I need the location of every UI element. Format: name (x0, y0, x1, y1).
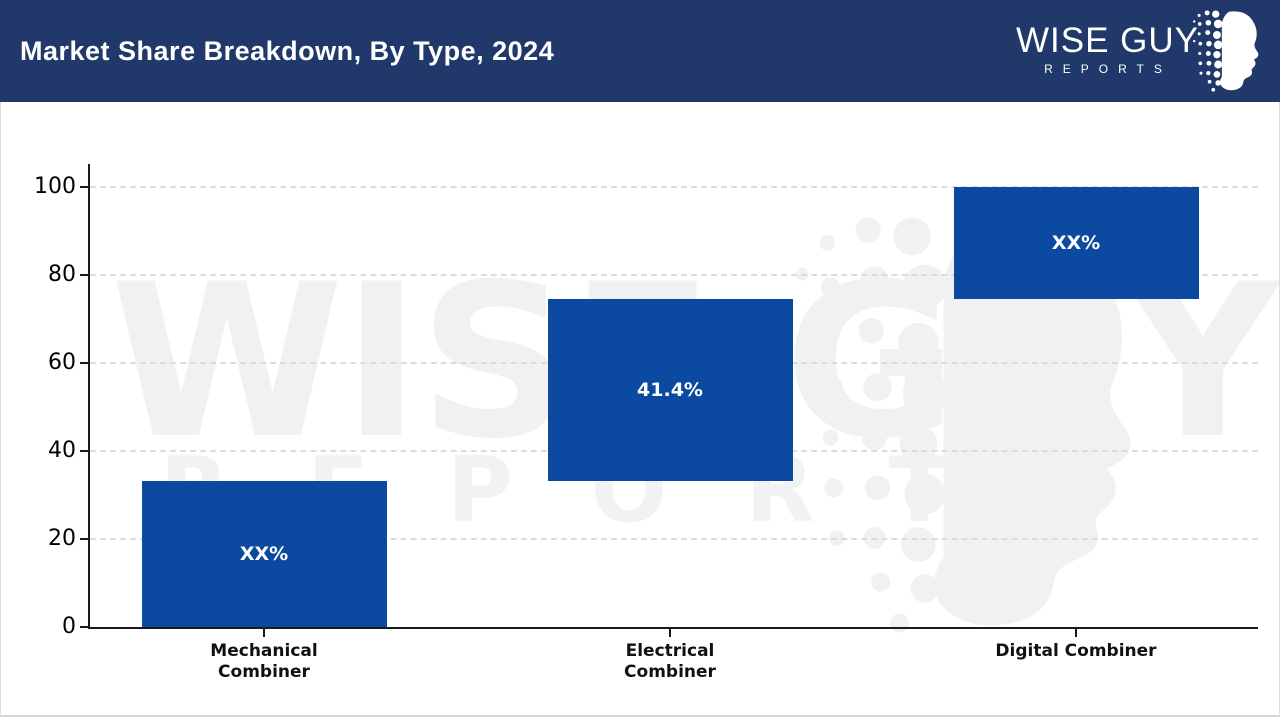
bar-value-label-mechanical-combiner: XX% (239, 542, 289, 565)
bar-mechanical-combiner: XX% (141, 480, 387, 627)
x-category-label-electrical-combiner: Electrical Combiner (510, 641, 830, 683)
y-tick-mark-60 (80, 362, 89, 364)
wiseguy-face-icon (1190, 8, 1266, 94)
y-tick-mark-100 (80, 186, 89, 188)
y-tick-mark-80 (80, 274, 89, 276)
y-tick-label-100: 100 (34, 174, 76, 199)
x-category-label-line: Digital Combiner (995, 641, 1157, 661)
gridline-20 (90, 538, 1258, 540)
bar-electrical-combiner: 41.4% (547, 298, 793, 481)
header-bar: Market Share Breakdown, By Type, 2024 WI… (0, 0, 1280, 102)
x-axis-line (88, 627, 1258, 629)
figure-left-border (0, 102, 1, 716)
logo-subtext: REPORTS (1044, 62, 1172, 76)
y-tick-mark-20 (80, 538, 89, 540)
x-category-label-line: Combiner (218, 662, 310, 682)
chart-title: Market Share Breakdown, By Type, 2024 (20, 35, 555, 66)
y-tick-label-20: 20 (48, 526, 76, 551)
logo-wordmark: WISE GUY (1016, 21, 1200, 60)
bar-value-label-electrical-combiner: 41.4% (637, 378, 703, 401)
x-category-label-mechanical-combiner: Mechanical Combiner (104, 641, 424, 683)
y-tick-label-0: 0 (62, 614, 76, 639)
y-axis-line (88, 164, 90, 629)
y-tick-mark-0 (80, 626, 89, 628)
y-tick-mark-40 (80, 450, 89, 452)
x-category-label-line: Electrical (625, 641, 715, 661)
figure-bottom-border (0, 715, 1280, 717)
y-tick-label-40: 40 (48, 438, 76, 463)
x-tick-mark-electrical-combiner (669, 629, 671, 637)
gridline-100 (90, 186, 1258, 188)
x-category-label-line: Combiner (624, 662, 716, 682)
bar-digital-combiner: XX% (953, 187, 1199, 299)
gridline-80 (90, 274, 1258, 276)
x-tick-mark-digital-combiner (1075, 629, 1077, 637)
x-category-label-line: Mechanical (210, 641, 318, 661)
x-tick-mark-mechanical-combiner (263, 629, 265, 637)
y-tick-label-60: 60 (48, 350, 76, 375)
y-tick-label-80: 80 (48, 262, 76, 287)
x-category-label-digital-combiner: Digital Combiner (916, 641, 1236, 662)
wiseguy-logo: WISE GUY REPORTS (1016, 8, 1266, 94)
bar-value-label-digital-combiner: XX% (1051, 231, 1101, 254)
